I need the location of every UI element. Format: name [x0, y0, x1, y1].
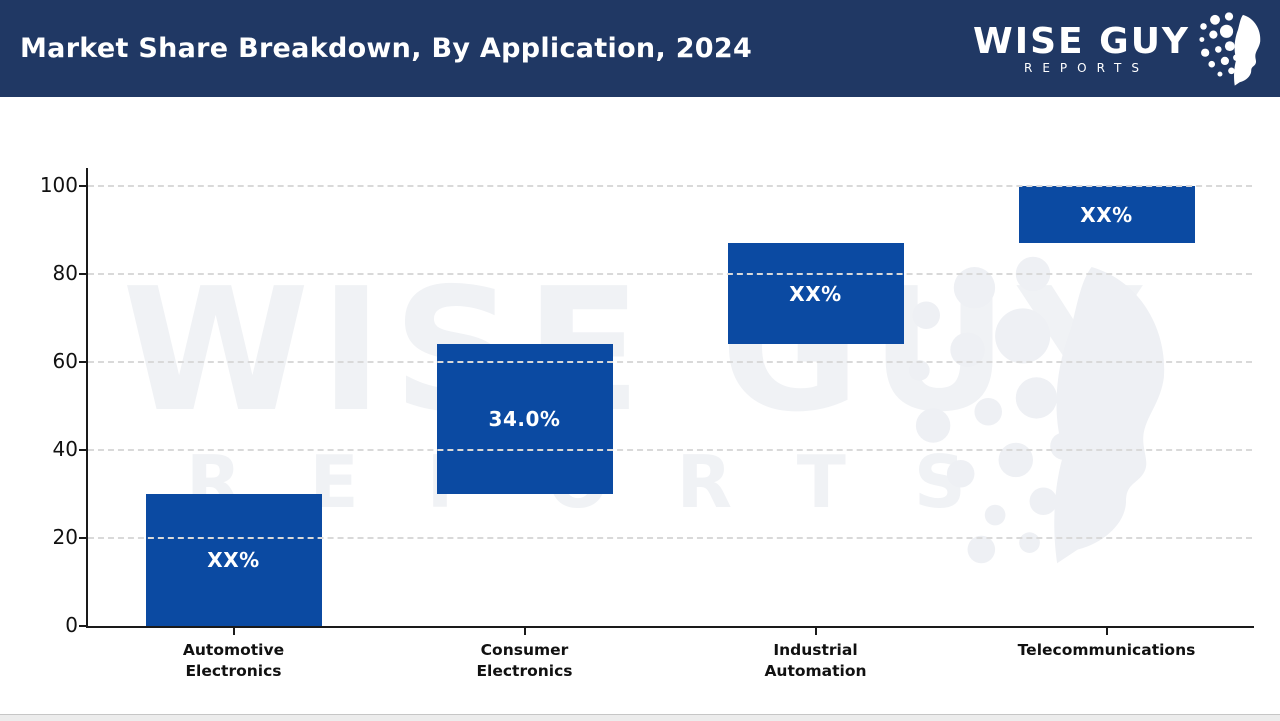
- gridline: [88, 185, 1252, 187]
- x-tick-mark: [1105, 628, 1108, 635]
- chart-title: Market Share Breakdown, By Application, …: [20, 33, 753, 64]
- gridline: [88, 361, 1252, 363]
- logo-wordmark: WISE GUY: [972, 20, 1190, 62]
- y-tick-label: 100: [39, 173, 78, 197]
- y-tick-label: 60: [52, 349, 78, 373]
- y-tick-mark: [79, 449, 87, 451]
- gridline: [88, 449, 1252, 451]
- x-category-label: Automotive Electronics: [182, 641, 285, 680]
- x-category-label: Industrial Automation: [764, 641, 867, 680]
- x-tick-mark: [523, 628, 526, 635]
- bar-industrial-automation: XX%: [727, 243, 904, 345]
- x-category-label: Consumer Electronics: [476, 641, 573, 680]
- gridline: [88, 537, 1252, 539]
- logo-wordmark-block: WISE GUY REPORTS: [972, 20, 1190, 76]
- bar-value-label: XX%: [207, 548, 260, 572]
- y-tick-label: 0: [65, 613, 78, 637]
- y-tick-label: 20: [52, 525, 78, 549]
- dotted-head-icon: [1199, 12, 1261, 86]
- logo-subtext: REPORTS: [1023, 61, 1149, 76]
- y-tick-mark: [79, 625, 87, 627]
- bar-value-label: XX%: [789, 281, 842, 306]
- y-tick-mark: [79, 361, 87, 363]
- x-category-label: Telecommunications: [1017, 641, 1196, 659]
- bar-value-label: XX%: [1080, 202, 1133, 227]
- gridline: [88, 273, 1252, 275]
- y-tick-label: 80: [52, 261, 78, 285]
- bar-value-label: 34.0%: [488, 407, 561, 432]
- y-axis-line: [86, 168, 88, 628]
- bar-telecommunications: XX%: [1018, 186, 1195, 244]
- y-tick-label: 40: [52, 437, 78, 461]
- bar-automotive-electronics: XX%: [145, 494, 322, 626]
- y-tick-mark: [79, 185, 87, 187]
- x-tick-mark: [814, 628, 817, 635]
- header-bar: Market Share Breakdown, By Application, …: [0, 0, 1280, 97]
- dotted-head-icon: [909, 256, 1165, 564]
- y-tick-mark: [79, 537, 87, 539]
- bar-consumer-electronics: 34.0%: [436, 344, 613, 494]
- x-axis-line: [86, 626, 1254, 628]
- y-tick-mark: [79, 273, 87, 275]
- x-tick-mark: [232, 628, 235, 635]
- footer-strip: [0, 714, 1280, 721]
- brand-logo: WISE GUY REPORTS: [973, 4, 1266, 94]
